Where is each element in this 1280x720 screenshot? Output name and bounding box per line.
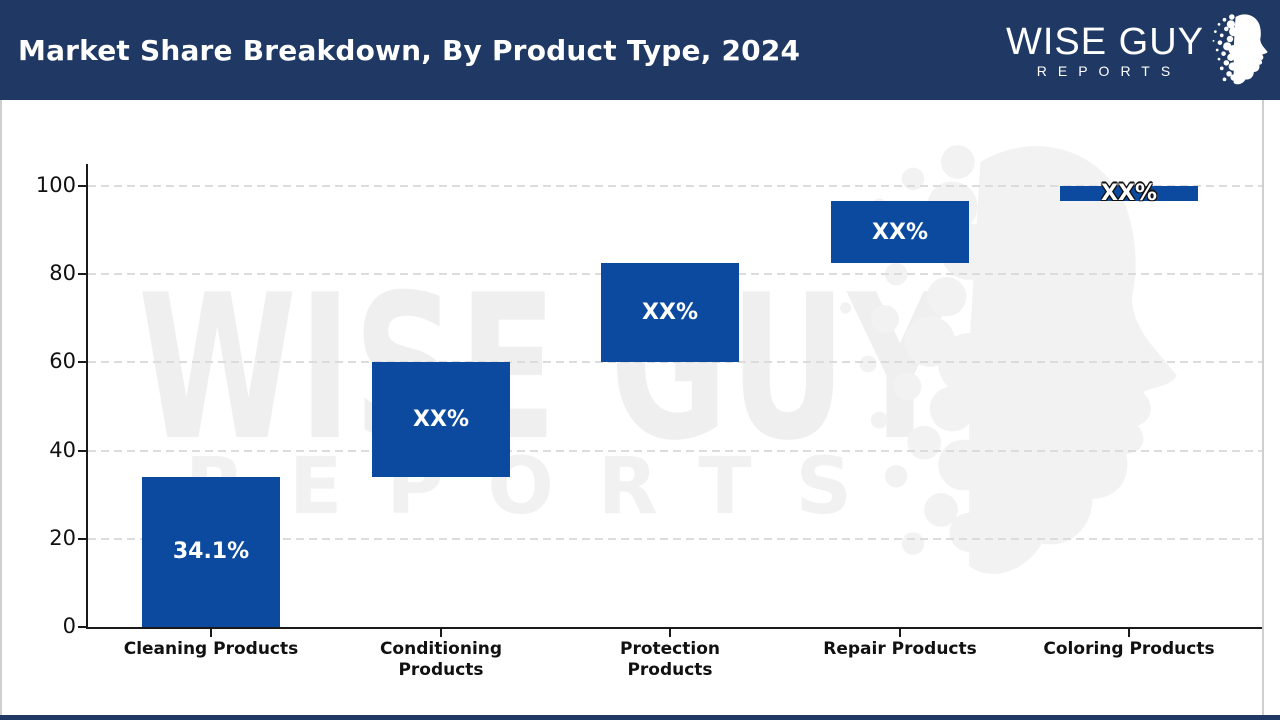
bar-value-label: XX%: [1101, 181, 1157, 207]
bar-value-label: XX%: [642, 300, 698, 326]
x-tick-mark-2: [669, 629, 671, 637]
y-tick-label-100: 100: [35, 173, 76, 197]
y-axis-line: [86, 164, 88, 629]
x-tick-mark-3: [899, 629, 901, 637]
watermark-text: WISE GUY: [138, 252, 954, 485]
x-axis-line: [86, 627, 1262, 629]
x-category-label-line: Cleaning Products: [123, 639, 299, 659]
x-category-label-1: Conditioning Products: [325, 639, 557, 681]
y-tick-label-20: 20: [49, 525, 76, 550]
y-tick-mark-20: [78, 537, 87, 540]
bar-repair-products: XX%: [831, 201, 969, 264]
header-bar: Market Share Breakdown, By Product Type,…: [0, 0, 1280, 100]
x-category-label-line: Conditioning: [379, 639, 503, 659]
gridline-20: [88, 537, 1262, 540]
bar-coloring-products: XX%: [1060, 181, 1198, 206]
gridline-40: [88, 449, 1262, 452]
y-tick-label-40: 40: [49, 437, 76, 462]
logo-name: WISE GUY: [1005, 20, 1204, 63]
y-tick-mark-100: [78, 185, 87, 187]
wise-guy-logo: WISE GUY REPORTS: [1006, 10, 1280, 90]
x-tick-mark-0: [210, 629, 212, 637]
y-tick-mark-80: [78, 273, 87, 276]
page-title: Market Share Breakdown, By Product Type,…: [18, 33, 801, 67]
watermark-face-icon: [840, 145, 1177, 574]
x-category-label-2: Protection Products: [554, 639, 786, 681]
gridline-60: [88, 361, 1262, 364]
y-tick-label-60: 60: [49, 349, 76, 374]
x-tick-mark-4: [1128, 629, 1130, 637]
x-category-label-line: Products: [398, 660, 484, 680]
logo-subtitle: REPORTS: [1036, 62, 1182, 79]
bar-value-label: XX%: [872, 219, 928, 245]
bar-value-label: XX%: [413, 407, 469, 432]
logo-text: WISE GUY REPORTS: [1006, 23, 1204, 78]
bar-cleaning-products: 34.1%: [142, 476, 280, 627]
y-tick-mark-40: [78, 449, 87, 452]
x-category-label-0: Cleaning Products: [95, 639, 327, 660]
x-category-label-4: Coloring Products: [1013, 639, 1245, 660]
x-category-label-line: Coloring Products: [1043, 639, 1215, 659]
y-tick-mark-0: [78, 626, 87, 628]
x-category-label-3: Repair Products: [784, 639, 1016, 660]
x-category-label-line: Protection: [620, 639, 720, 659]
y-tick-label-0: 0: [62, 614, 76, 638]
bar-protection-products: XX%: [601, 263, 739, 363]
bar-conditioning-products: XX%: [372, 362, 510, 477]
x-category-label-line: Repair Products: [823, 639, 977, 659]
x-tick-mark-1: [440, 629, 442, 637]
bar-value-label: 34.1%: [172, 539, 250, 565]
logo-face-icon: [1212, 14, 1268, 85]
x-category-label-line: Products: [627, 660, 713, 680]
gridline-100: [88, 185, 1262, 187]
y-tick-label-80: 80: [49, 261, 76, 286]
y-tick-mark-60: [78, 361, 87, 364]
watermark-subtext: REPORTS: [185, 442, 896, 532]
footer-bar: [0, 715, 1280, 720]
